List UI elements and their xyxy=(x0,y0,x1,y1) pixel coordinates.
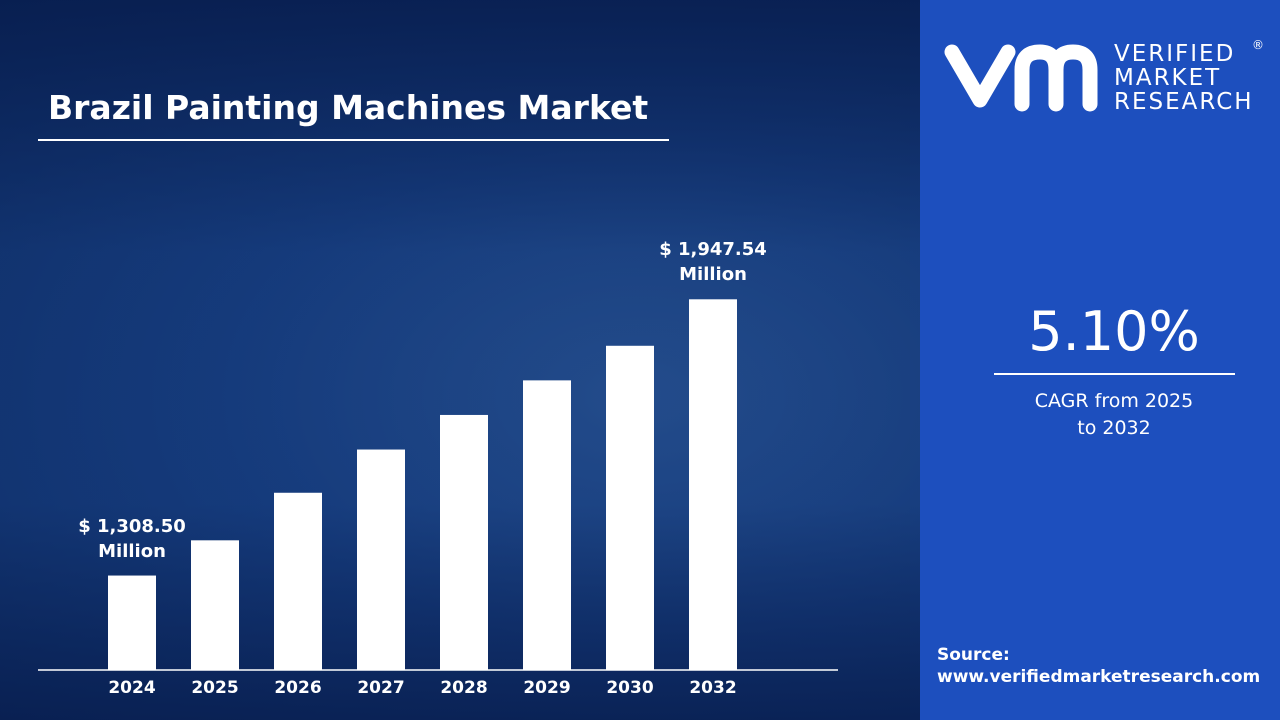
bar xyxy=(191,540,239,670)
source-url: www.verifiedmarketresearch.com xyxy=(937,667,1261,687)
source-label: Source: xyxy=(937,645,1010,665)
side-panel xyxy=(920,0,1280,720)
value-label: $ 1,947.54 Million xyxy=(659,239,767,286)
bar xyxy=(108,575,156,670)
bar xyxy=(523,380,571,670)
brand-line: VERIFIED xyxy=(1114,41,1236,67)
brand-line: MARKET xyxy=(1114,65,1222,91)
x-tick-label: 2025 xyxy=(191,678,238,698)
bar xyxy=(274,492,322,670)
registered-mark: ® xyxy=(1252,38,1264,52)
chart-title: Brazil Painting Machines Market xyxy=(48,88,649,127)
bar xyxy=(357,449,405,670)
x-tick-label: 2028 xyxy=(440,678,487,698)
x-tick-label: 2030 xyxy=(606,678,653,698)
brand-line: RESEARCH xyxy=(1114,89,1254,115)
title-underline xyxy=(38,139,669,141)
bar xyxy=(440,414,488,670)
bar xyxy=(689,299,737,670)
cagr-caption: CAGR from 2025 to 2032 xyxy=(1034,390,1194,439)
x-tick-label: 2024 xyxy=(108,678,155,698)
bar xyxy=(606,345,654,670)
x-tick-label: 2026 xyxy=(274,678,321,698)
x-tick-label: 2032 xyxy=(689,678,736,698)
cagr-rule xyxy=(994,373,1235,375)
x-tick-label: 2029 xyxy=(523,678,570,698)
value-label: $ 1,308.50 Million xyxy=(78,515,186,562)
x-tick-label: 2027 xyxy=(357,678,404,698)
logo-mark xyxy=(944,44,1098,112)
cagr-value: 5.10% xyxy=(1028,300,1200,363)
